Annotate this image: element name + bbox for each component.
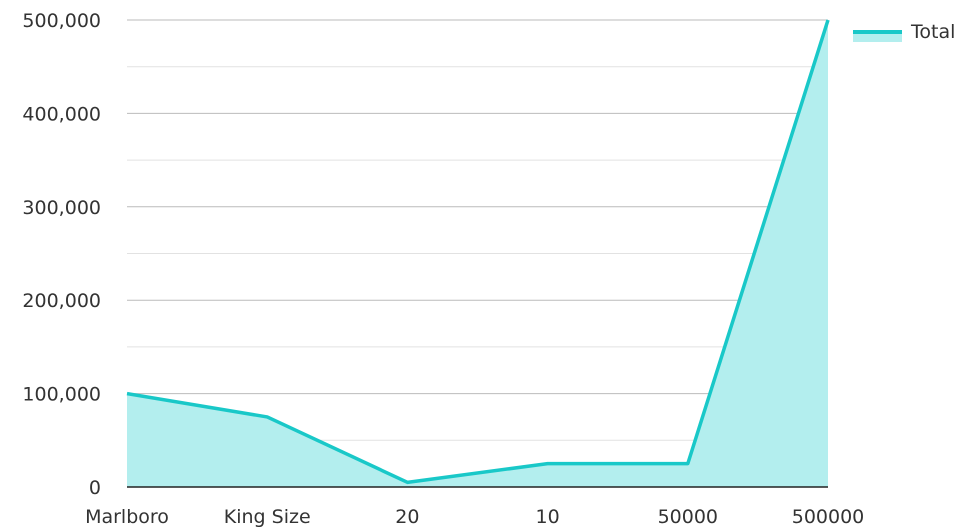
y-tick-label: 300,000 (22, 197, 101, 219)
series-area-total (127, 20, 828, 487)
x-tick-label: 500000 (792, 506, 865, 528)
y-tick-labels: 0 100,000 200,000 300,000 400,000 500,000 (22, 10, 101, 499)
y-tick-label: 0 (89, 477, 101, 499)
legend: Total (853, 21, 955, 43)
y-tick-label: 100,000 (22, 384, 101, 406)
x-tick-label: 20 (395, 506, 419, 528)
x-tick-label: 50000 (658, 506, 718, 528)
series-line-total (126, 19, 830, 485)
grid-layer (127, 19, 828, 441)
y-tick-label: 500,000 (22, 10, 101, 32)
area-layer (126, 19, 830, 487)
y-tick-label: 400,000 (22, 103, 101, 125)
legend-swatch-fill (853, 32, 902, 42)
x-tick-labels: Marlboro King Size 20 10 50000 500000 (85, 506, 864, 528)
x-tick-label: 10 (536, 506, 560, 528)
y-tick-label: 200,000 (22, 290, 101, 312)
legend-label-total: Total (910, 21, 955, 43)
x-tick-label: King Size (224, 506, 311, 528)
x-tick-label: Marlboro (85, 506, 169, 528)
